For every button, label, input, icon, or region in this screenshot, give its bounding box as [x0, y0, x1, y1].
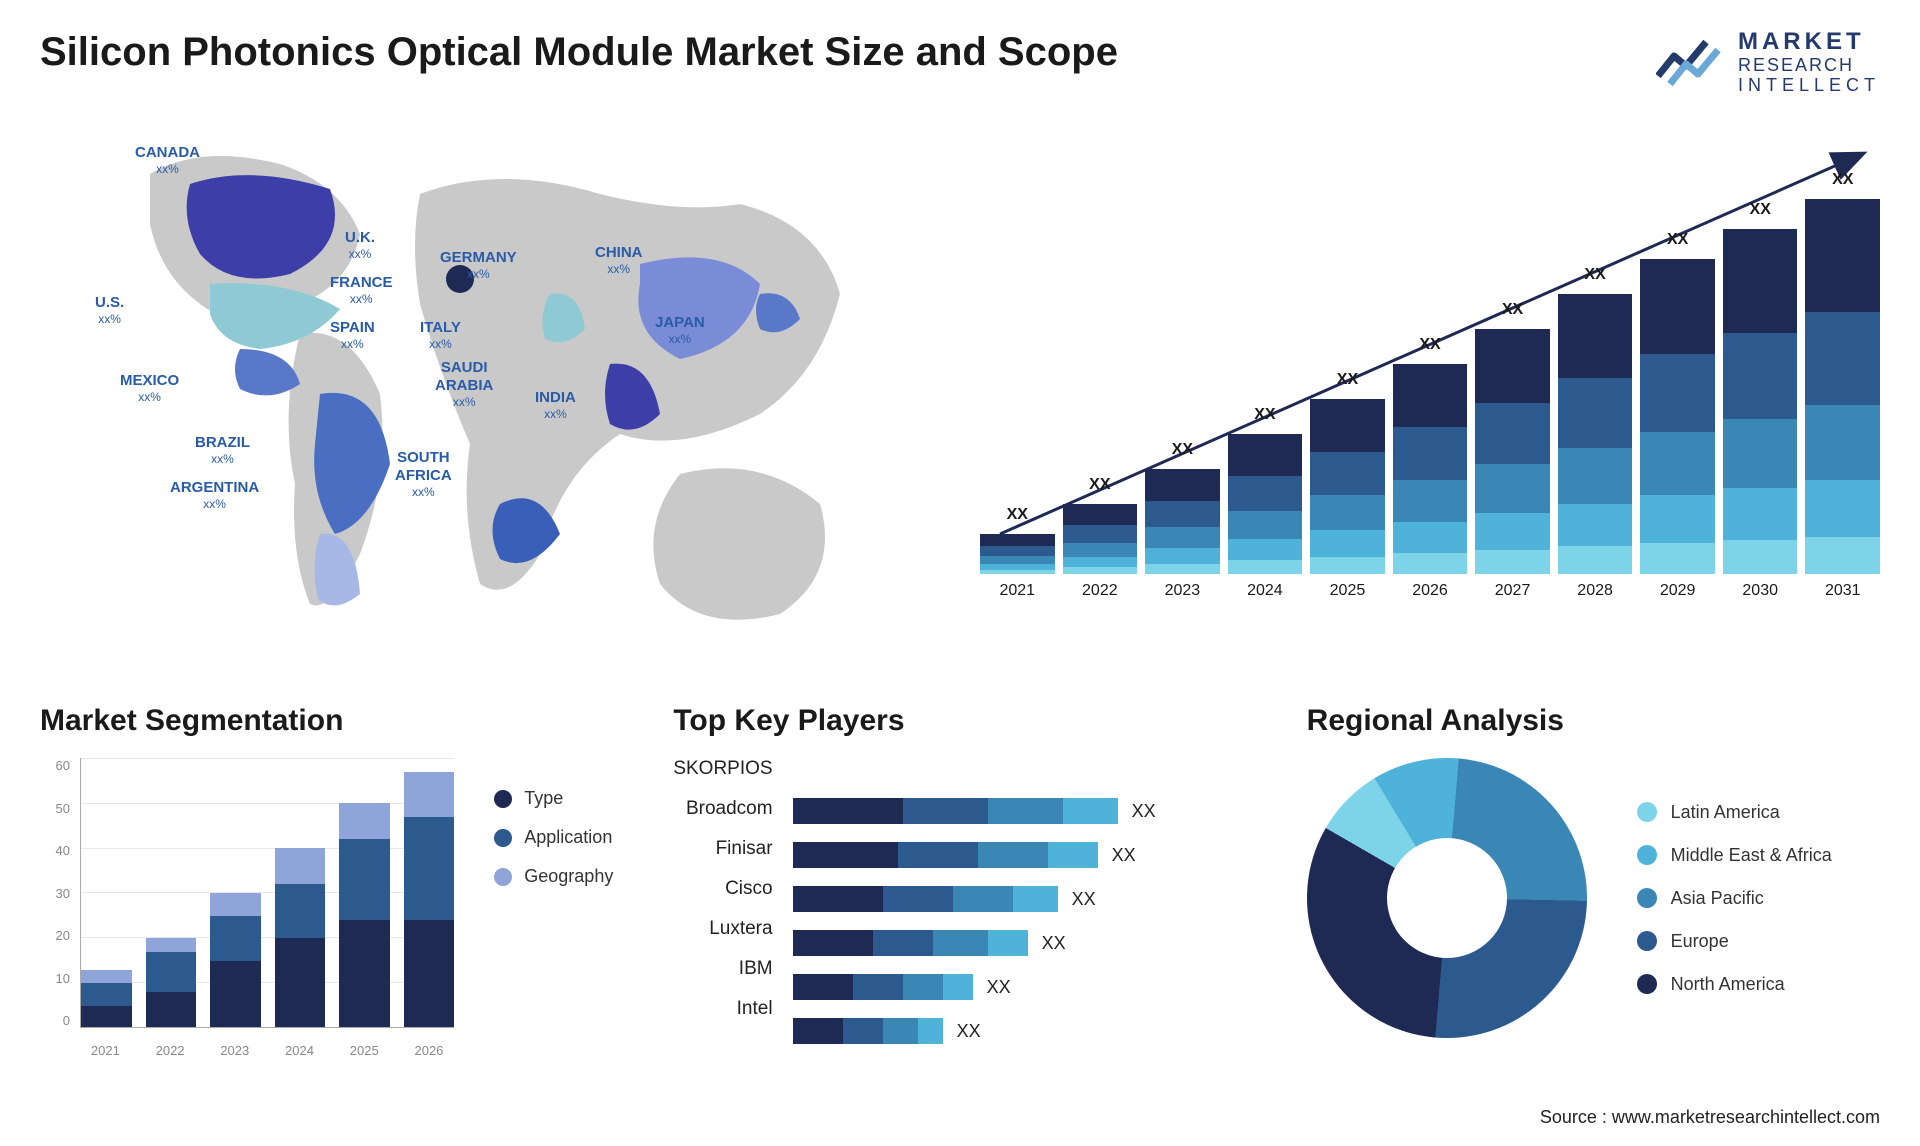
segmentation-chart: 6050403020100 202120222023202420252026 — [40, 758, 454, 1058]
segmentation-section: Market Segmentation 6050403020100 202120… — [40, 704, 613, 1058]
growth-year: 2025 — [1310, 582, 1385, 600]
map-label: ITALYxx% — [420, 319, 461, 351]
growth-bar: XX — [1640, 259, 1715, 574]
growth-bar: XX — [1063, 504, 1138, 574]
growth-year: 2026 — [1393, 582, 1468, 600]
segmentation-bar — [81, 970, 132, 1029]
player-name: Broadcom — [686, 798, 773, 820]
map-label: FRANCExx% — [330, 274, 393, 306]
regional-legend-item: Middle East & Africa — [1637, 845, 1832, 866]
map-label: U.S.xx% — [95, 294, 124, 326]
player-name: SKORPIOS — [673, 758, 772, 780]
map-label: ARGENTINAxx% — [170, 479, 259, 511]
growth-chart: XXXXXXXXXXXXXXXXXXXXXX 20212022202320242… — [980, 134, 1880, 654]
player-name: Intel — [737, 998, 773, 1020]
segmentation-bar — [339, 803, 390, 1028]
map-label: INDIAxx% — [535, 389, 576, 421]
regional-legend-item: North America — [1637, 974, 1832, 995]
segmentation-bar — [404, 772, 455, 1029]
map-label: CHINAxx% — [595, 244, 643, 276]
player-bar-row: XX — [793, 842, 1247, 868]
segmentation-year: 2022 — [145, 1043, 196, 1058]
map-label: SOUTHAFRICAxx% — [395, 449, 452, 499]
growth-bar: XX — [1723, 229, 1798, 574]
growth-bar: XX — [1558, 294, 1633, 574]
segmentation-year: 2025 — [339, 1043, 390, 1058]
growth-year: 2021 — [980, 582, 1055, 600]
growth-bar: XX — [1393, 364, 1468, 574]
segmentation-bar — [275, 848, 326, 1028]
segmentation-legend-item: Type — [494, 788, 613, 809]
growth-year: 2029 — [1640, 582, 1715, 600]
regional-title: Regional Analysis — [1307, 704, 1880, 738]
brand-logo: MARKET RESEARCH INTELLECT — [1656, 30, 1880, 94]
growth-bar: XX — [1310, 399, 1385, 574]
growth-bar: XX — [980, 534, 1055, 574]
map-label: SPAINxx% — [330, 319, 375, 351]
segmentation-year: 2026 — [404, 1043, 455, 1058]
regional-legend-item: Asia Pacific — [1637, 888, 1832, 909]
world-map: CANADAxx% U.S.xx% MEXICOxx% BRAZILxx% ARGENT… — [40, 134, 940, 654]
segmentation-year: 2023 — [209, 1043, 260, 1058]
players-title: Top Key Players — [673, 704, 1246, 738]
growth-year: 2027 — [1475, 582, 1550, 600]
segmentation-bar — [146, 938, 197, 1028]
regional-donut — [1307, 758, 1587, 1038]
page-title: Silicon Photonics Optical Module Market … — [40, 30, 1118, 75]
logo-line2: RESEARCH — [1738, 56, 1880, 74]
growth-year: 2024 — [1228, 582, 1303, 600]
player-bar-row: XX — [793, 974, 1247, 1000]
player-bar-row: XX — [793, 1018, 1247, 1044]
segmentation-year: 2024 — [274, 1043, 325, 1058]
growth-bar: XX — [1145, 469, 1220, 574]
source-footer: Source : www.marketresearchintellect.com — [1540, 1107, 1880, 1128]
segmentation-legend-item: Application — [494, 827, 613, 848]
growth-bar: XX — [1475, 329, 1550, 574]
map-label: BRAZILxx% — [195, 434, 250, 466]
logo-line1: MARKET — [1738, 30, 1880, 54]
player-name: Cisco — [725, 878, 773, 900]
segmentation-title: Market Segmentation — [40, 704, 613, 738]
growth-year: 2031 — [1805, 582, 1880, 600]
segmentation-legend-item: Geography — [494, 866, 613, 887]
growth-year: 2022 — [1063, 582, 1138, 600]
players-section: Top Key Players SKORPIOS Broadcom Finisar C… — [673, 704, 1246, 1058]
player-name: IBM — [739, 958, 773, 980]
logo-line3: INTELLECT — [1738, 76, 1880, 94]
map-label: SAUDIARABIAxx% — [435, 359, 493, 409]
growth-bar: XX — [1228, 434, 1303, 574]
map-label: CANADAxx% — [135, 144, 200, 176]
growth-year: 2028 — [1558, 582, 1633, 600]
map-label: JAPANxx% — [655, 314, 705, 346]
players-names: SKORPIOS Broadcom Finisar Cisco Luxtera IBM In… — [673, 758, 772, 1044]
regional-legend: Latin America Middle East & Africa Asia Pa… — [1637, 802, 1832, 995]
player-name: Finisar — [716, 838, 773, 860]
segmentation-year: 2021 — [80, 1043, 131, 1058]
player-name: Luxtera — [709, 918, 772, 940]
map-label: MEXICOxx% — [120, 372, 179, 404]
growth-year: 2030 — [1723, 582, 1798, 600]
players-bars: XX XX XX XX XX XX — [793, 758, 1247, 1044]
growth-bar: XX — [1805, 199, 1880, 574]
map-label: U.K.xx% — [345, 229, 375, 261]
player-bar-row: XX — [793, 886, 1247, 912]
player-bar-row: XX — [793, 798, 1247, 824]
map-label: GERMANYxx% — [440, 249, 517, 281]
regional-legend-item: Latin America — [1637, 802, 1832, 823]
regional-section: Regional Analysis Latin America Middle Ea… — [1307, 704, 1880, 1058]
segmentation-bar — [210, 893, 261, 1028]
growth-year: 2023 — [1145, 582, 1220, 600]
player-bar-row: XX — [793, 930, 1247, 956]
regional-legend-item: Europe — [1637, 931, 1832, 952]
segmentation-legend: Type Application Geography — [494, 758, 613, 887]
